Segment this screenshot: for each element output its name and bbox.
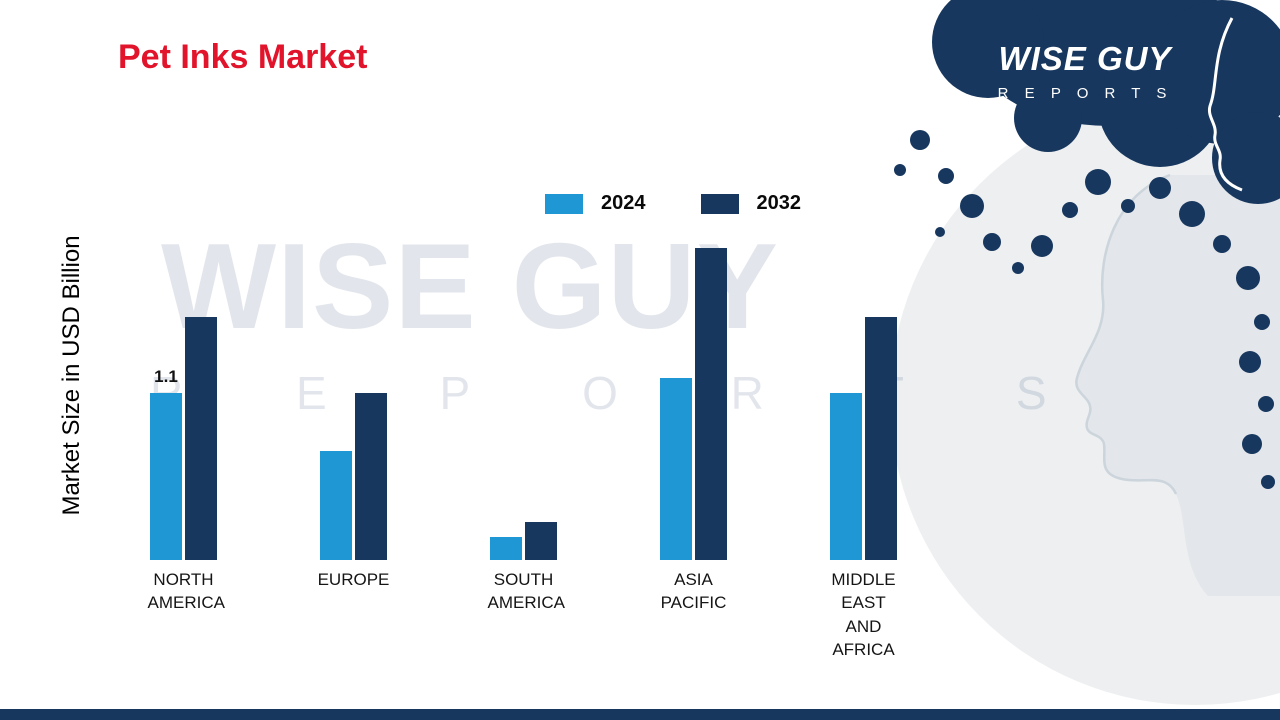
wiseguy-head-graphic [890, 0, 1280, 705]
wiseguy-logo: WISE GUY R E P O R T S [975, 40, 1195, 102]
bar-2032-europe [355, 393, 387, 560]
bar-2032-north-america [185, 317, 217, 560]
legend-item-2032: 2032 [700, 192, 802, 215]
bar-2024-south-america [490, 537, 522, 560]
page-title: Pet Inks Market [118, 38, 368, 76]
category-label: NORTH AMERICA [147, 570, 225, 613]
legend-swatch [545, 193, 583, 214]
bar-2024-asia-pacific [660, 378, 692, 560]
category-label: ASIA PACIFIC [660, 570, 727, 613]
bar-value-label: 1.1 [154, 366, 178, 386]
legend-label: 2032 [756, 192, 802, 214]
footer-bar [0, 709, 1280, 720]
bar-2032-middle-east-and-africa [865, 317, 897, 560]
category-label: SOUTH AMERICA [487, 570, 565, 613]
legend-swatch [700, 193, 739, 214]
bar-2032-south-america [525, 522, 557, 560]
bar-2024-north-america [150, 393, 182, 560]
bar-2032-asia-pacific [695, 248, 727, 560]
legend-label: 2024 [601, 192, 646, 214]
chart-legend: 2024 2032 [545, 192, 801, 215]
y-axis-label: Market Size in USD Billion [58, 235, 85, 516]
legend-item-2024: 2024 [545, 192, 646, 215]
logo-subtitle: R E P O R T S [997, 85, 1173, 102]
logo-wordmark: WISE GUY [998, 40, 1172, 77]
category-label: EUROPE [317, 570, 390, 589]
bar-2024-europe [320, 451, 352, 560]
bar-2024-middle-east-and-africa [830, 393, 862, 560]
category-label: MIDDLE EAST AND AFRICA [831, 570, 896, 660]
